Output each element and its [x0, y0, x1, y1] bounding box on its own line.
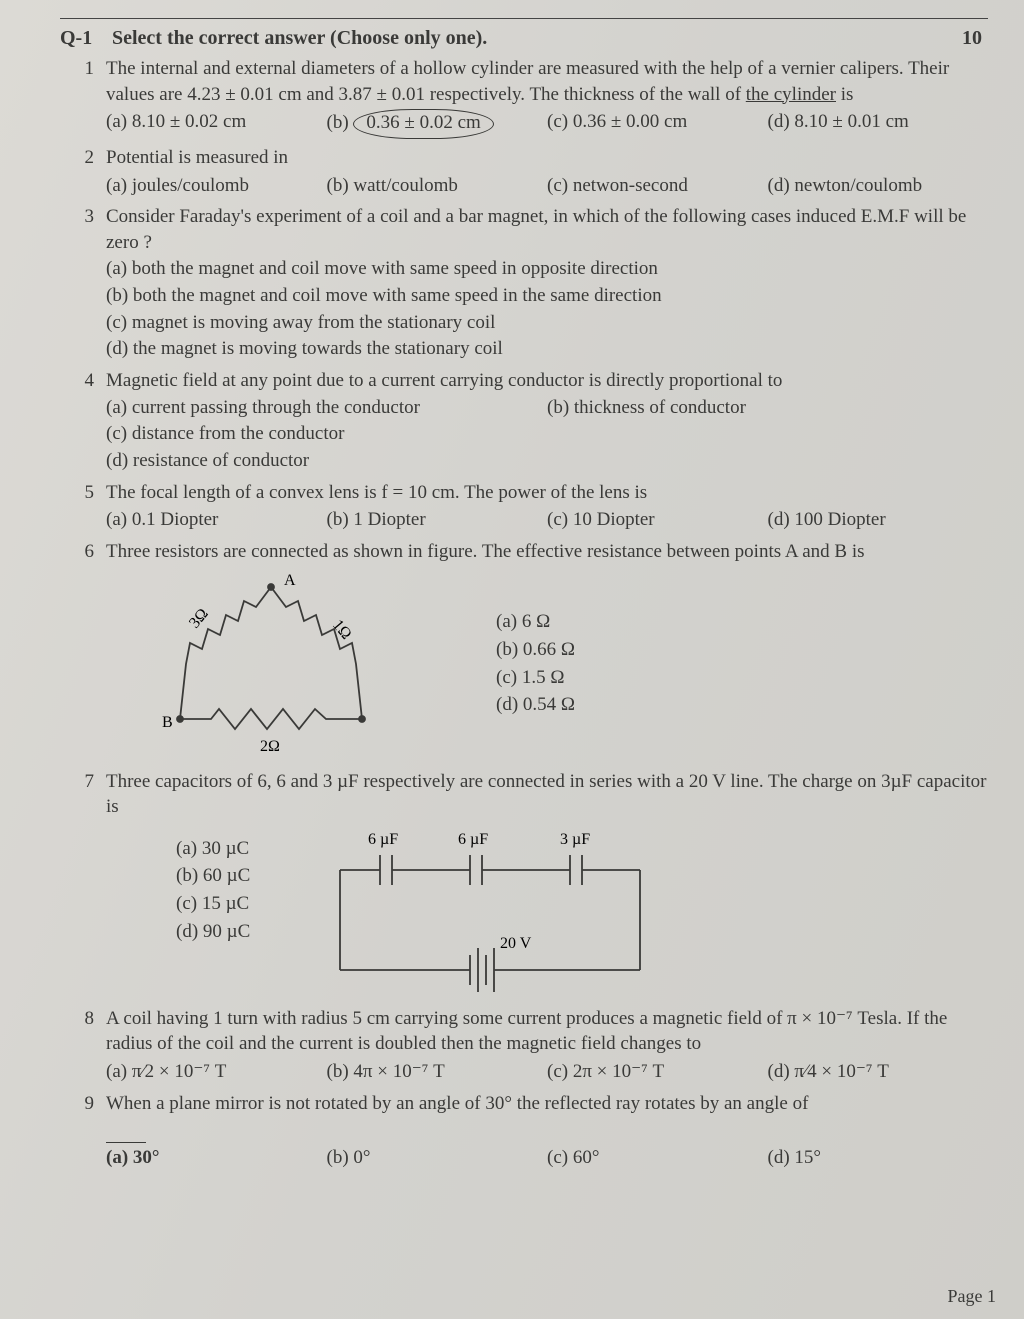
opt-a: (a) both the magnet and coil move with s…	[106, 256, 988, 282]
opt-a: (a) 30°	[106, 1145, 327, 1171]
q-number: 8	[60, 1006, 106, 1085]
opt-a: (a) 30 µC	[176, 836, 250, 862]
q1: 1 The internal and external diameters of…	[60, 56, 988, 139]
q-text: When a plane mirror is not rotated by an…	[106, 1093, 808, 1114]
question-title: Select the correct answer (Choose only o…	[112, 27, 962, 50]
opt-d: (d) 15°	[768, 1145, 989, 1171]
q-number: 7	[60, 769, 106, 1000]
opt-b: (b) 4π × 10⁻⁷ T	[327, 1059, 548, 1085]
q-text: A coil having 1 turn with radius 5 cm ca…	[106, 1008, 947, 1055]
opt-c: (c) netwon-second	[547, 173, 768, 199]
q2: 2 Potential is measured in (a) joules/co…	[60, 145, 988, 198]
opt-b: (b) 0°	[327, 1145, 548, 1171]
q-text-ul: the cylinder	[746, 84, 836, 105]
q3: 3 Consider Faraday's experiment of a coi…	[60, 204, 988, 362]
q4: 4 Magnetic field at any point due to a c…	[60, 368, 988, 474]
q9: 9 When a plane mirror is not rotated by …	[60, 1091, 988, 1171]
opt-c: (c) 1.5 Ω	[496, 665, 575, 691]
opt-a: (a) 0.1 Diopter	[106, 507, 327, 533]
question-tag: Q-1	[60, 27, 112, 50]
q6: 6 Three resistors are connected as shown…	[60, 539, 988, 763]
r2-label: 1Ω	[329, 616, 355, 642]
opt-a: (a) 6 Ω	[496, 609, 575, 635]
marks: 10	[962, 27, 988, 50]
r1-label: 3Ω	[186, 605, 212, 631]
q-number: 9	[60, 1091, 106, 1171]
q-text: Potential is measured in	[106, 147, 288, 168]
opt-d: (d) 90 µC	[176, 919, 250, 945]
opt-c: (c) 0.36 ± 0.00 cm	[547, 109, 768, 139]
v-label: 20 V	[500, 935, 532, 952]
opt-d: (d) 8.10 ± 0.01 cm	[768, 109, 989, 139]
r3-label: 2Ω	[260, 738, 280, 755]
c1-label: 6 µF	[368, 831, 398, 848]
q-number: 1	[60, 56, 106, 139]
opt-c: (c) 15 µC	[176, 891, 250, 917]
opt-b: (b) 0.66 Ω	[496, 637, 575, 663]
q8: 8 A coil having 1 turn with radius 5 cm …	[60, 1006, 988, 1085]
opt-b: (b) 1 Diopter	[327, 507, 548, 533]
opt-d: (d) newton/coulomb	[768, 173, 989, 199]
q-text: Three resistors are connected as shown i…	[106, 541, 865, 562]
q-number: 3	[60, 204, 106, 362]
opt-a: (a) current passing through the conducto…	[106, 395, 547, 421]
q-number: 4	[60, 368, 106, 474]
top-rule	[60, 18, 988, 19]
opt-b: (b) 60 µC	[176, 863, 250, 889]
q-number: 2	[60, 145, 106, 198]
exam-page: Q-1 Select the correct answer (Choose on…	[0, 0, 1024, 1319]
q-number: 5	[60, 480, 106, 533]
opt-c: (c) magnet is moving away from the stati…	[106, 310, 988, 336]
q7: 7 Three capacitors of 6, 6 and 3 µF resp…	[60, 769, 988, 1000]
opt-d: (d) 0.54 Ω	[496, 692, 575, 718]
capacitor-circuit-figure: 6 µF 6 µF 3 µF 20 V	[320, 820, 660, 1000]
q-text: is	[836, 84, 853, 105]
opt-c: (c) 10 Diopter	[547, 507, 768, 533]
q-text: Three capacitors of 6, 6 and 3 µF respec…	[106, 771, 986, 818]
q-text: Magnetic field at any point due to a cur…	[106, 370, 782, 391]
circled-answer: 0.36 ± 0.02 cm	[353, 109, 493, 139]
opt-c: (c) 2π × 10⁻⁷ T	[547, 1059, 768, 1085]
blank	[106, 1116, 146, 1143]
c2-label: 6 µF	[458, 831, 488, 848]
opt-d: (d) 100 Diopter	[768, 507, 989, 533]
opt-b: (b) thickness of conductor	[547, 395, 988, 421]
opt-a: (a) π⁄2 × 10⁻⁷ T	[106, 1059, 327, 1085]
c3-label: 3 µF	[560, 831, 590, 848]
opt-b: (b) watt/coulomb	[327, 173, 548, 199]
node-b-label: B	[162, 714, 173, 731]
opt-c: (c) 60°	[547, 1145, 768, 1171]
resistor-triangle-figure: A B 3Ω 1Ω 2Ω	[156, 569, 386, 759]
opt-c: (c) distance from the conductor	[106, 421, 988, 447]
q-number: 6	[60, 539, 106, 763]
q-text: Consider Faraday's experiment of a coil …	[106, 206, 966, 253]
opt-d: (d) resistance of conductor	[106, 448, 988, 474]
q-text: The focal length of a convex lens is f =…	[106, 482, 647, 503]
node-a-label: A	[284, 572, 296, 589]
question-header: Q-1 Select the correct answer (Choose on…	[60, 27, 988, 50]
page-footer: Page 1	[948, 1286, 997, 1307]
opt-b: (b) both the magnet and coil move with s…	[106, 283, 988, 309]
opt-d: (d) the magnet is moving towards the sta…	[106, 336, 988, 362]
opt-a: (a) joules/coulomb	[106, 173, 327, 199]
opt-d: (d) π⁄4 × 10⁻⁷ T	[768, 1059, 989, 1085]
q5: 5 The focal length of a convex lens is f…	[60, 480, 988, 533]
opt-b: (b) 0.36 ± 0.02 cm	[327, 109, 548, 139]
opt-a: (a) 8.10 ± 0.02 cm	[106, 109, 327, 139]
